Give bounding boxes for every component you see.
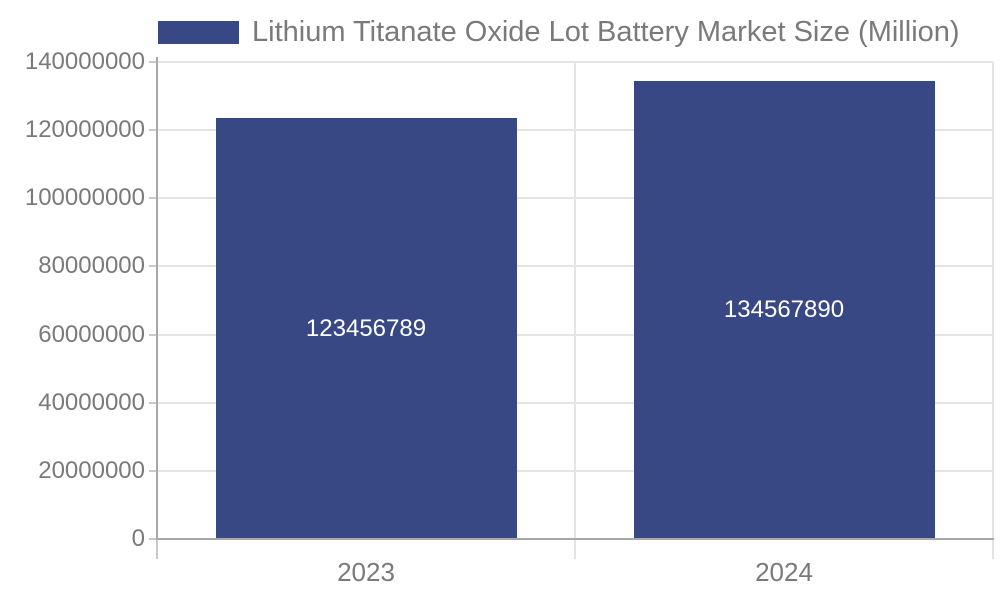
bar-value-label: 134567890 [723,295,845,323]
y-axis-label: 0 [131,525,145,552]
plot-right-border [992,62,994,559]
y-tick [149,469,157,472]
y-axis-bottom-tick [156,540,158,559]
y-tick [149,401,157,404]
y-axis-line [156,57,158,539]
y-axis-label: 140000000 [24,48,145,75]
legend-swatch [158,21,239,44]
bar-2024 [633,80,935,539]
y-tick [149,538,157,540]
x-axis-label: 2023 [337,557,395,587]
chart-title: Lithium Titanate Oxide Lot Battery Marke… [252,16,960,48]
x-axis-line [156,538,994,540]
y-tick [149,333,157,336]
y-tick [149,129,157,132]
y-axis-label: 20000000 [38,456,145,484]
y-axis-label: 100000000 [24,184,145,212]
x-axis-label: 2024 [755,557,813,587]
y-tick [149,197,157,200]
bar-value-label: 123456789 [305,314,427,342]
y-tick [149,265,157,268]
y-axis-label: 80000000 [38,252,145,280]
y-axis-label: 40000000 [38,388,145,416]
category-divider [574,62,576,559]
y-axis-label: 60000000 [38,320,145,348]
y-axis-label: 120000000 [24,116,145,144]
bar-2023 [215,118,517,539]
y-tick [149,61,157,63]
